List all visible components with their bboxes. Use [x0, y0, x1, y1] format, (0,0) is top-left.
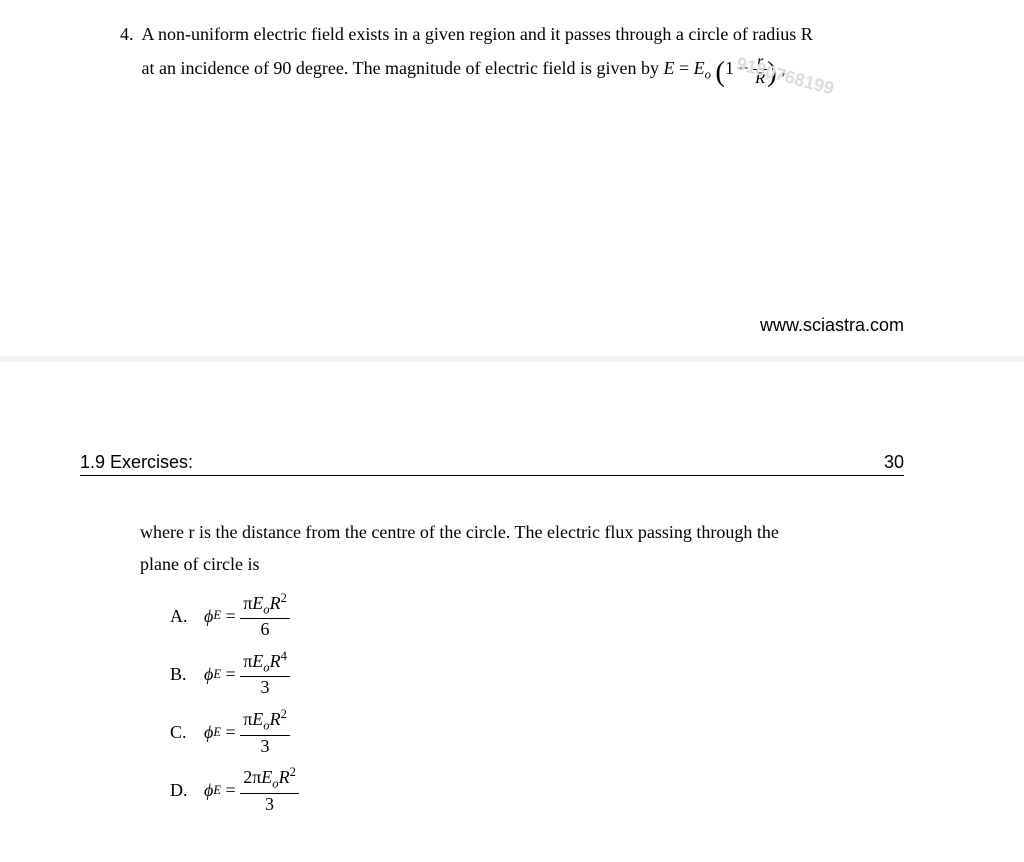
footer-url: www.sciastra.com — [80, 315, 904, 336]
question-text-line2: at an incidence of 90 degree. The magnit… — [142, 58, 664, 78]
option-c: C. ϕE = πEoR2 3 — [170, 707, 904, 757]
options-list: A. ϕE = πEoR2 6 B. ϕE = πEoR4 3 — [170, 591, 904, 816]
section-label: 1.9 Exercises: — [80, 452, 193, 473]
page-separator — [0, 356, 1024, 362]
option-a: A. ϕE = πEoR2 6 — [170, 591, 904, 641]
continuation-line2: plane of circle is — [140, 548, 904, 580]
option-b: B. ϕE = πEoR4 3 — [170, 649, 904, 699]
question-number: 4. — [120, 20, 134, 95]
option-d: D. ϕE = 2πEoR2 3 — [170, 765, 904, 815]
question-text-line1: A non-uniform electric field exists in a… — [142, 24, 813, 44]
section-page-number: 30 — [884, 452, 904, 473]
option-b-label: B. — [170, 665, 194, 683]
option-a-label: A. — [170, 607, 194, 625]
section-heading: 1.9 Exercises: 30 — [80, 452, 904, 476]
option-c-label: C. — [170, 723, 194, 741]
continuation-line1: where r is the distance from the centre … — [140, 516, 904, 548]
option-d-label: D. — [170, 781, 194, 799]
